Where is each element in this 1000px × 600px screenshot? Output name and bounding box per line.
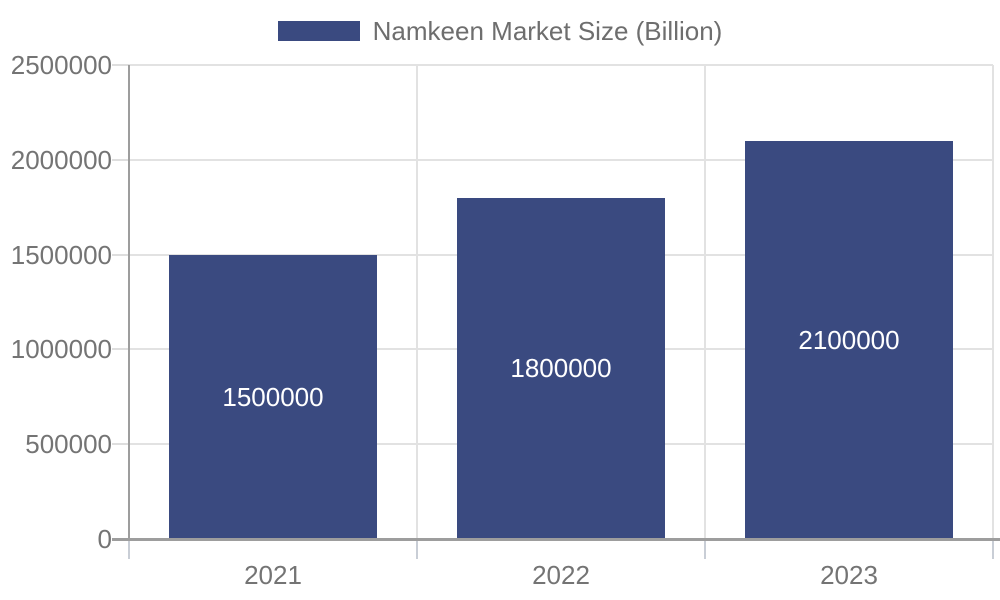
bar-value-label: 1500000 [222, 381, 324, 412]
x-axis-tick-label: 2022 [532, 560, 590, 590]
gridline-horizontal [129, 64, 993, 66]
legend-label: Namkeen Market Size (Billion) [372, 16, 723, 46]
y-axis-tick-label: 500000 [25, 429, 112, 460]
gridline-vertical [992, 65, 994, 539]
y-axis-tick [112, 64, 129, 66]
x-axis-tick-label: 2023 [820, 560, 878, 590]
y-axis-tick-label: 2000000 [10, 144, 112, 175]
legend-swatch [277, 21, 360, 41]
x-axis-tick [128, 539, 130, 559]
bar-2023[interactable]: 2100000 [745, 140, 953, 539]
x-axis-tick [992, 539, 994, 559]
y-axis-tick-label: 1500000 [10, 239, 112, 270]
y-axis-tick [112, 348, 129, 351]
y-axis-tick [112, 253, 129, 256]
bar-2021[interactable]: 1500000 [169, 254, 377, 539]
x-axis-line [112, 538, 1000, 541]
y-axis-tick-label: 1000000 [10, 334, 112, 365]
x-axis-tick-label: 2021 [244, 560, 302, 590]
x-axis-tick [704, 539, 706, 559]
y-axis-line [128, 65, 130, 539]
bar-value-label: 1800000 [510, 353, 612, 384]
y-axis-tick-label: 2500000 [10, 50, 112, 80]
gridline-vertical [416, 65, 418, 539]
legend: Namkeen Market Size (Billion) [0, 18, 1000, 44]
y-axis-tick-label: 0 [97, 524, 112, 554]
bar-2022[interactable]: 1800000 [457, 197, 665, 539]
gridline-horizontal [129, 158, 993, 161]
y-axis-tick [112, 158, 129, 161]
y-axis-tick [112, 443, 129, 446]
legend-item-namkeen-market-size[interactable]: Namkeen Market Size (Billion) [277, 16, 723, 46]
gridline-vertical [704, 65, 706, 539]
bar-value-label: 2100000 [798, 324, 900, 355]
x-axis-tick [416, 539, 418, 559]
